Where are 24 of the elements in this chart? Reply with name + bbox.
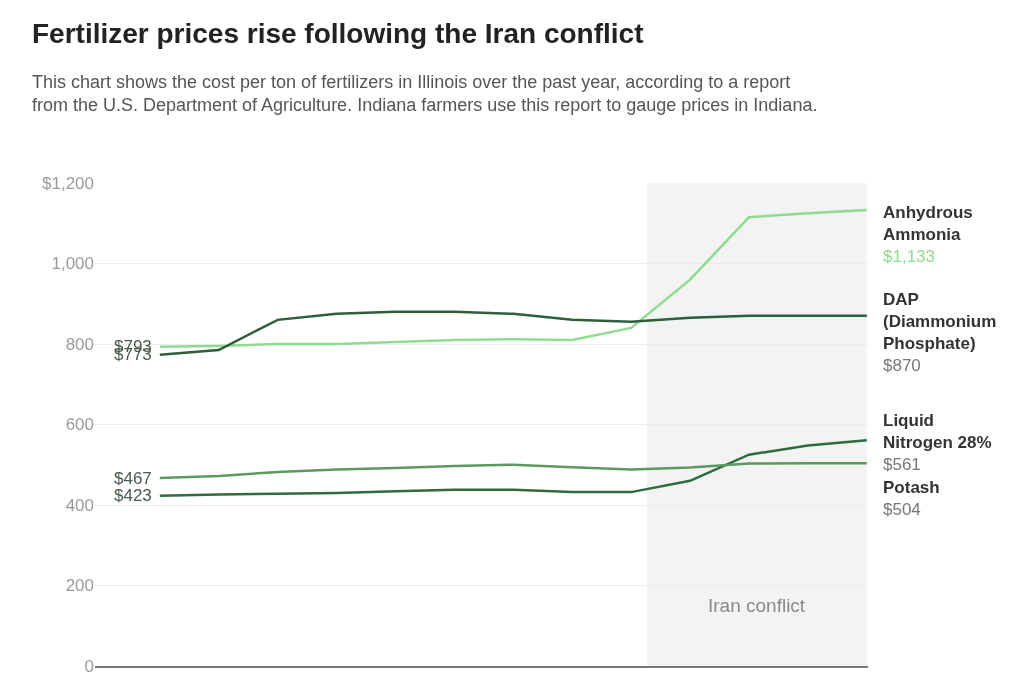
- line-series: [158, 438, 868, 497]
- series-label: Potash: [883, 478, 940, 497]
- y-tick-label: $1,200: [42, 173, 94, 193]
- y-tick-label: 400: [65, 495, 94, 515]
- data-label: $561: [883, 455, 921, 475]
- series-label: Anhydrous Ammonia: [883, 203, 973, 245]
- data-label: $1,133: [883, 247, 935, 267]
- chart-title: Fertilizer prices rise following the Iran conflict: [32, 18, 644, 49]
- y-tick-label: 1,000: [51, 254, 94, 274]
- y-tick-label: 0: [84, 656, 94, 676]
- chart-subtitle: This chart shows the cost per ton of fertilizers in Illinois over the past year, according to a report from the U.S. Department of Agriculture. Indiana farmers use this report to gauge prices in Indiana.: [32, 72, 818, 116]
- data-label: $423: [114, 486, 152, 505]
- line-series: [158, 461, 868, 480]
- line-series: [158, 310, 868, 357]
- y-tick-label: 200: [65, 576, 94, 596]
- data-label: $467: [114, 469, 152, 488]
- series-label: DAP (Diammonium Phosphate): [883, 290, 997, 354]
- y-tick-label: 800: [65, 334, 94, 354]
- data-label: $504: [883, 500, 921, 520]
- annotation: Iran conflict: [708, 595, 806, 616]
- y-tick-label: 600: [65, 415, 94, 435]
- data-label: $870: [883, 356, 921, 376]
- line-series: [158, 208, 868, 349]
- series-label: Liquid Nitrogen 28%: [883, 411, 992, 453]
